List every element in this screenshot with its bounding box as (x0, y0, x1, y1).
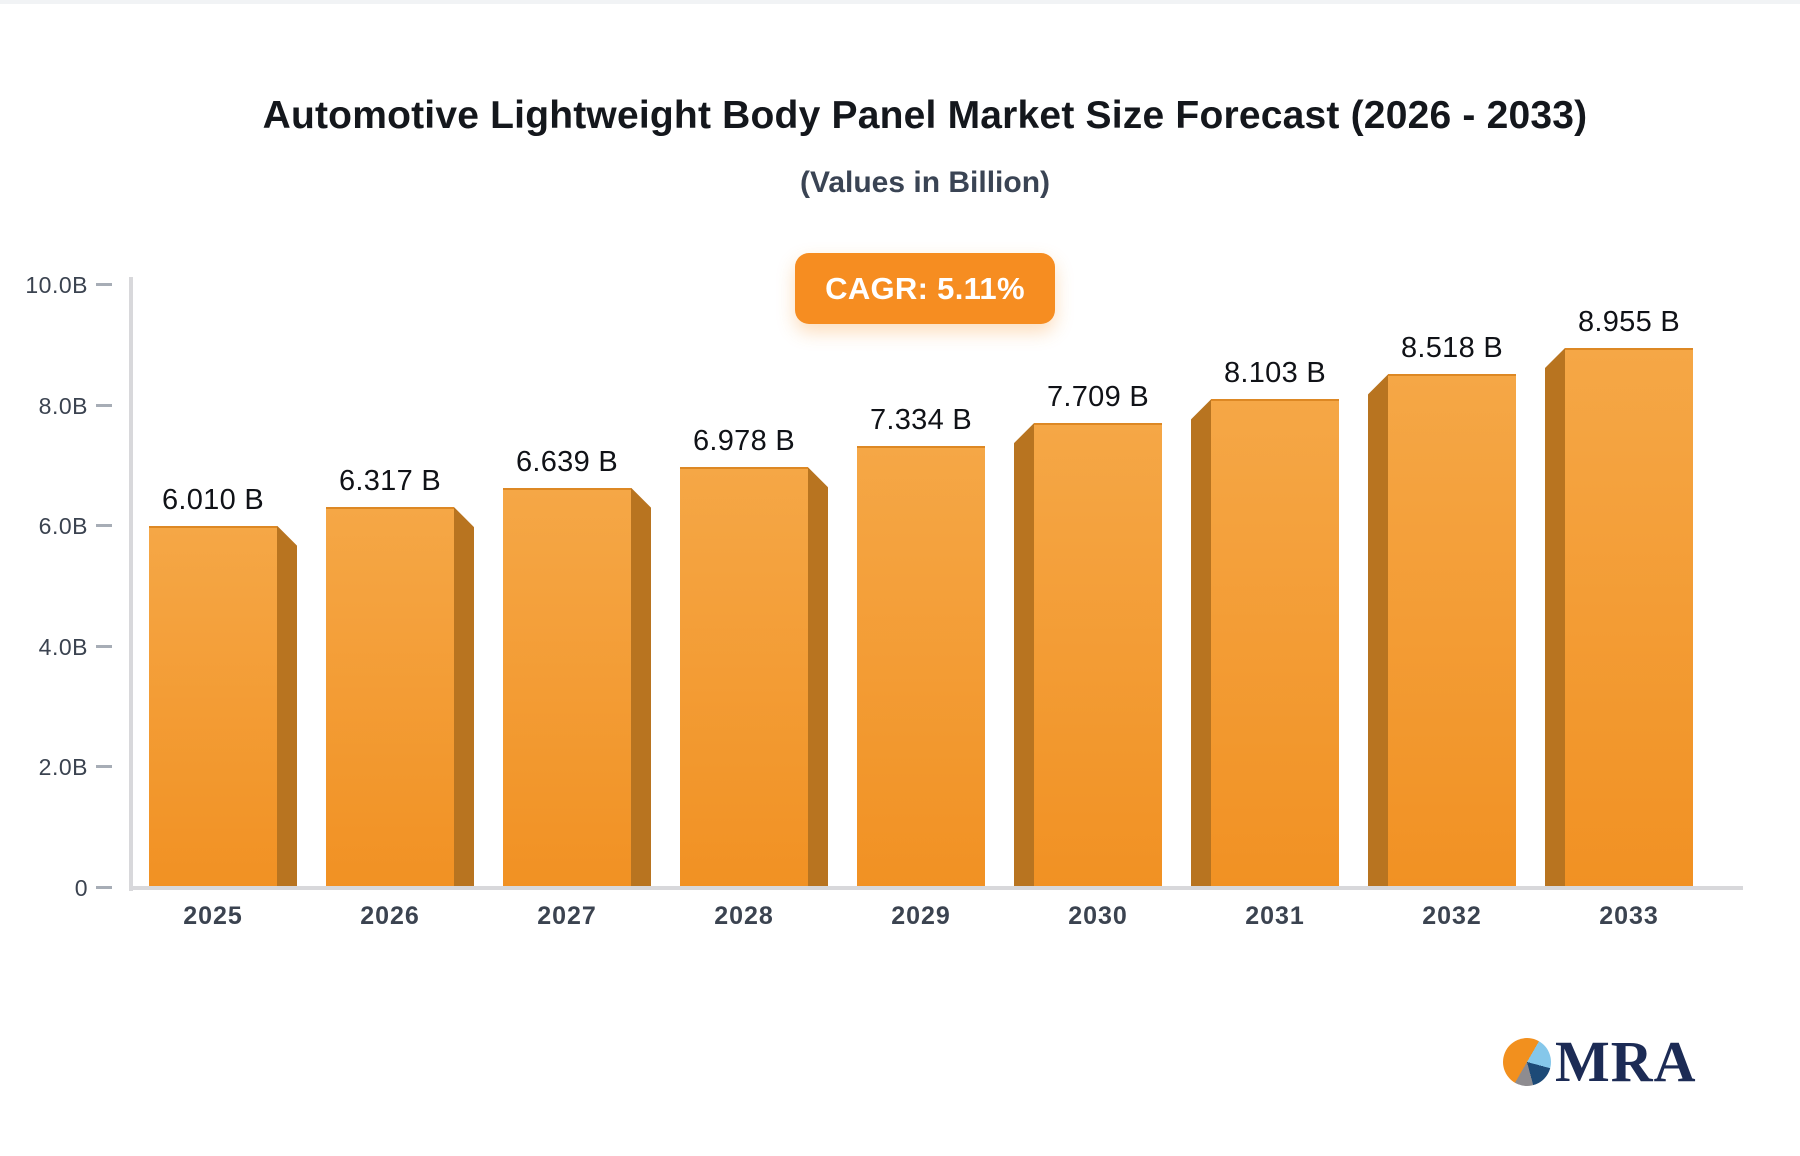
bar-value-label: 6.317 B (338, 465, 442, 498)
bar (1034, 423, 1162, 888)
y-axis-tick (96, 644, 112, 648)
cagr-badge: CAGR: 5.11% (795, 253, 1055, 324)
x-axis-category-label: 2025 (183, 902, 243, 930)
bar (326, 507, 454, 888)
y-axis-tick-label: 2.0B (38, 754, 88, 781)
cagr-badge-label: CAGR: 5.11% (825, 270, 1025, 306)
x-axis-line (129, 886, 1743, 890)
chart-subtitle: (Values in Billion) (799, 166, 1051, 199)
pie-chart-logo-icon (1503, 1038, 1551, 1086)
y-axis-tick (96, 403, 112, 407)
x-axis-category-label: 2031 (1245, 902, 1305, 930)
bar-value-label: 8.103 B (1223, 357, 1327, 390)
x-axis-category-label: 2027 (537, 902, 597, 930)
bar-value-label: 6.639 B (515, 445, 619, 478)
y-axis-line (129, 277, 133, 891)
bar-3d-side (1545, 348, 1565, 888)
y-axis-tick (96, 765, 112, 769)
y-axis-tick (96, 283, 112, 286)
chart-title: Automotive Lightweight Body Panel Market… (262, 94, 1588, 137)
bar-3d-side (1368, 374, 1388, 888)
bar (1565, 348, 1693, 888)
x-axis-category-label: 2026 (360, 902, 420, 930)
brand-logo: MRA (1503, 1029, 1697, 1094)
bar (1388, 374, 1516, 888)
bar-3d-side (808, 467, 828, 888)
bar-3d-side (1191, 399, 1211, 888)
bar (680, 467, 808, 888)
bar-value-label: 8.518 B (1400, 332, 1504, 365)
bar (857, 445, 985, 888)
bar-3d-side (631, 487, 651, 888)
top-border-strip (0, 0, 1800, 4)
x-axis-category-label: 2028 (714, 902, 774, 930)
x-axis-category-label: 2029 (891, 902, 951, 930)
bar-3d-side (1014, 423, 1034, 888)
x-axis-category-label: 2032 (1422, 902, 1482, 930)
y-axis-tick-label: 6.0B (38, 513, 88, 540)
y-axis-tick-label: 8.0B (38, 392, 88, 419)
bar-3d-side (454, 507, 474, 888)
bar-value-label: 7.709 B (1046, 381, 1150, 414)
bar-value-label: 6.010 B (161, 483, 265, 516)
y-axis-tick-label: 10.0B (25, 272, 88, 298)
y-axis-tick-label: 0 (74, 875, 88, 901)
x-axis-category-label: 2030 (1068, 902, 1128, 930)
bar (149, 525, 277, 888)
bar (503, 487, 631, 888)
bar-value-label: 7.334 B (869, 403, 973, 436)
bar-value-label: 6.978 B (692, 425, 796, 458)
brand-logo-text: MRA (1555, 1029, 1697, 1094)
bar (1211, 399, 1339, 888)
bar-3d-side (277, 525, 297, 888)
bar-value-label: 8.955 B (1577, 306, 1681, 338)
x-axis-category-label: 2033 (1599, 902, 1659, 930)
y-axis-tick (96, 886, 112, 889)
y-axis-tick-label: 4.0B (38, 633, 88, 660)
y-axis-tick (96, 524, 112, 528)
